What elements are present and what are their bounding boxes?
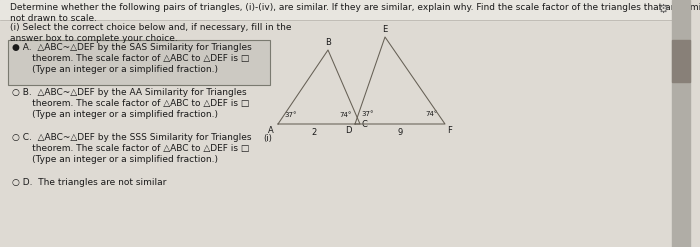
Text: ○ B.  △ABC~△DEF by the AA Similarity for Triangles: ○ B. △ABC~△DEF by the AA Similarity for … [12,88,246,97]
Text: E: E [382,25,388,34]
Text: theorem. The scale factor of △ABC to △DEF is □: theorem. The scale factor of △ABC to △DE… [12,99,249,108]
Text: 2: 2 [312,128,316,137]
Text: ○ D.  The triangles are not similar: ○ D. The triangles are not similar [12,178,167,187]
Bar [672,40,690,82]
Text: A: A [268,126,274,135]
Text: D: D [346,126,352,135]
Text: 9: 9 [398,128,402,137]
Text: (i) Select the correct choice below and, if necessary, fill in the: (i) Select the correct choice below and,… [10,23,291,32]
Text: ● A.  △ABC~△DEF by the SAS Similarity for Triangles: ● A. △ABC~△DEF by the SAS Similarity for… [12,43,252,52]
Text: ⚙: ⚙ [657,3,668,16]
Text: answer box to complete your choice.: answer box to complete your choice. [10,34,178,43]
Text: Determine whether the following pairs of triangles, (i)-(iv), are similar. If th: Determine whether the following pairs of… [10,3,700,12]
Text: (Type an integer or a simplified fraction.): (Type an integer or a simplified fractio… [12,110,218,119]
Text: (Type an integer or a simplified fraction.): (Type an integer or a simplified fractio… [12,155,218,164]
Bar [672,0,690,247]
Text: (i): (i) [264,134,272,143]
Text: 74°: 74° [340,112,352,118]
Text: (Type an integer or a simplified fraction.): (Type an integer or a simplified fractio… [12,65,218,74]
Text: ○ C.  △ABC~△DEF by the SSS Similarity for Triangles: ○ C. △ABC~△DEF by the SSS Similarity for… [12,133,251,142]
Text: 37°: 37° [361,111,374,117]
Text: not drawn to scale.: not drawn to scale. [10,14,97,23]
Text: theorem. The scale factor of △ABC to △DEF is □: theorem. The scale factor of △ABC to △DE… [12,54,249,63]
Text: theorem. The scale factor of △ABC to △DEF is □: theorem. The scale factor of △ABC to △DE… [12,144,249,153]
Bar [0,0,675,20]
Text: 74°: 74° [426,111,438,117]
FancyBboxPatch shape [8,40,270,85]
Text: 37°: 37° [284,112,297,118]
Text: C: C [362,120,368,128]
Text: F: F [447,126,452,135]
Text: B: B [325,38,331,47]
